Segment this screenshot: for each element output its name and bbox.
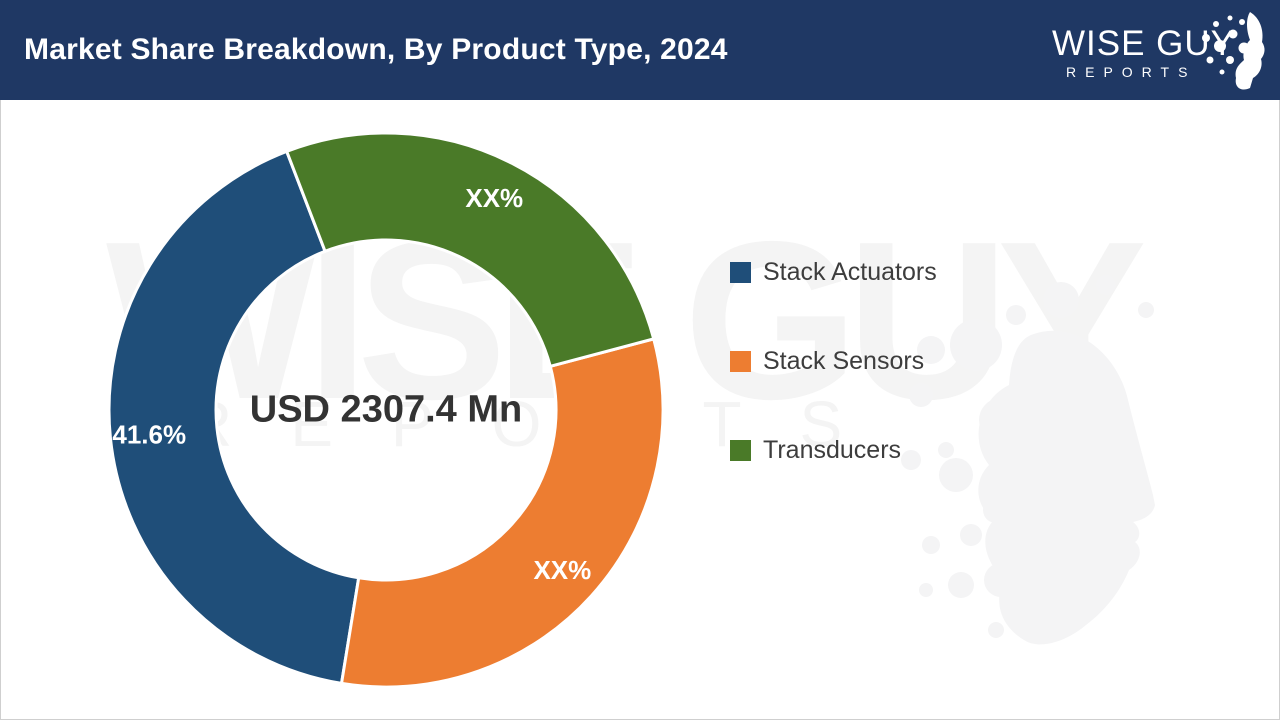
donut-slice-stack-actuators [107,149,361,685]
center-value: USD 2307.4 Mn [249,388,523,431]
content-area: WISE GUY REPORTS 41.6% XX% XX% USD 2307.4 … [0,100,1280,720]
logo-subtext: REPORTS [1066,64,1197,80]
donut-slice-transducers [285,131,656,368]
donut-slice-stack-sensors [340,337,665,689]
slice-label-stack-sensors: XX% [533,555,591,585]
legend-item-transducers: Transducers [730,435,937,465]
slice-label-transducers: XX% [465,183,523,213]
slice-label-stack-actuators: 41.6% [112,419,186,449]
page-title: Market Share Breakdown, By Product Type,… [24,33,728,66]
legend-swatch-stack-actuators [730,261,751,283]
legend: Stack Actuators Stack Sensors Transducers [730,257,937,524]
logo-face-icon [1202,12,1265,90]
logo: WISE GUY REPORTS [1006,6,1266,94]
header: Market Share Breakdown, By Product Type,… [0,0,1280,100]
legend-swatch-transducers [730,439,751,461]
legend-label-stack-sensors: Stack Sensors [763,346,925,375]
donut-chart: 41.6% XX% XX% [106,130,666,690]
legend-label-stack-actuators: Stack Actuators [763,257,937,286]
legend-item-stack-actuators: Stack Actuators [730,257,937,287]
logo-wordmark: WISE GUY [1052,24,1236,63]
legend-item-stack-sensors: Stack Sensors [730,346,937,376]
legend-label-transducers: Transducers [763,435,902,464]
watermark-face-icon [901,275,1155,645]
legend-swatch-stack-sensors [730,350,751,372]
